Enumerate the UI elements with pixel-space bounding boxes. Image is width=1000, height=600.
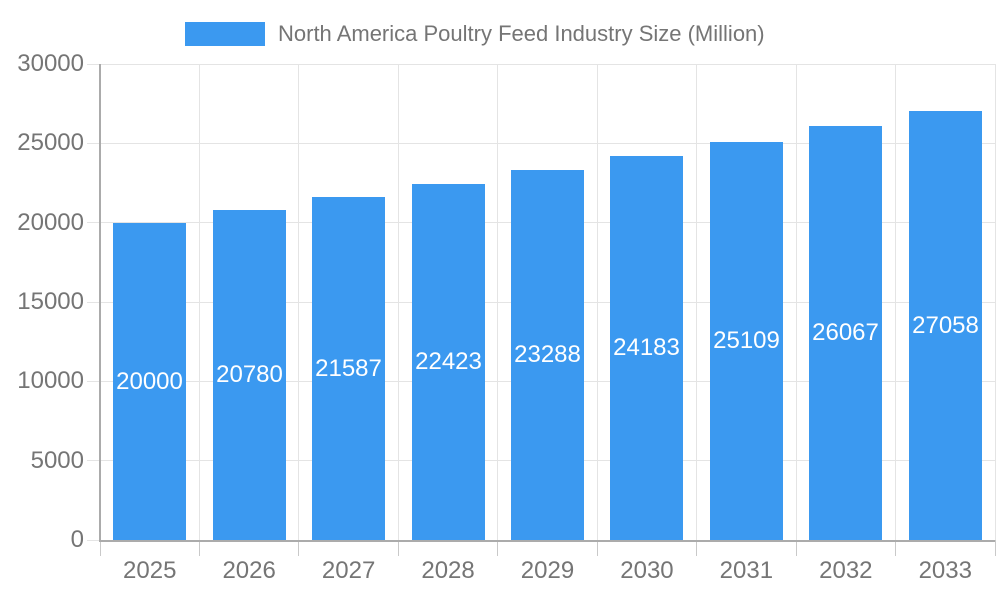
x-gridline [497, 64, 499, 540]
bar-value-label: 24183 [613, 334, 680, 361]
legend-label: North America Poultry Feed Industry Size… [278, 21, 765, 46]
y-axis-line [99, 64, 101, 542]
bar-2030[interactable]: 24183 [610, 156, 683, 540]
y-axis-tick-label: 0 [70, 526, 84, 553]
x-axis-tick [596, 540, 598, 556]
bar-2029[interactable]: 23288 [511, 170, 584, 540]
bar-2031[interactable]: 25109 [710, 142, 783, 540]
x-gridline [298, 64, 300, 540]
plot-area: 0 5000 10000 15000 20000 25000 30000 20000 2025 2… [17, 52, 996, 583]
bar-value-label: 25109 [713, 327, 780, 354]
x-gridline [198, 64, 200, 540]
bar-2033[interactable]: 27058 [909, 111, 982, 540]
y-axis-tick-label: 30000 [17, 50, 84, 77]
bar-2025[interactable]: 20000 [113, 223, 186, 540]
x-axis-tick [99, 540, 101, 556]
y-axis-tick [87, 142, 100, 144]
legend: North America Poultry Feed Industry Size… [185, 22, 765, 46]
x-axis-tick [298, 540, 300, 556]
x-axis-tick-label: 2029 [520, 557, 575, 584]
x-gridline [795, 64, 797, 540]
bar-2026[interactable]: 20780 [213, 210, 286, 540]
x-axis-tick-label: 2028 [421, 557, 475, 584]
x-axis-tick-label: 2032 [819, 557, 873, 584]
x-axis-tick [795, 540, 797, 556]
bar-2032[interactable]: 26067 [809, 126, 882, 540]
x-gridline [994, 64, 996, 540]
x-gridline [696, 64, 698, 540]
bar-2028[interactable]: 22423 [412, 184, 485, 540]
x-axis-tick [198, 540, 200, 556]
y-axis-tick-label: 15000 [17, 288, 84, 315]
x-axis-tick [895, 540, 897, 556]
bar-value-label: 23288 [514, 341, 581, 368]
bar-value-label: 20780 [216, 361, 283, 388]
x-axis-tick [497, 540, 499, 556]
x-gridline [596, 64, 598, 540]
x-axis-tick-label: 2027 [321, 557, 376, 584]
y-axis-tick [87, 460, 100, 462]
bar-value-label: 26067 [812, 319, 879, 346]
x-axis-tick-label: 2026 [222, 557, 276, 584]
y-axis-tick [87, 64, 100, 65]
y-gridline [100, 142, 995, 144]
y-axis-tick-label: 25000 [17, 129, 84, 157]
y-axis-tick [87, 380, 100, 382]
x-axis-tick-label: 2031 [719, 557, 774, 584]
x-axis-tick-label: 2030 [620, 557, 674, 584]
x-axis-tick [397, 540, 399, 556]
x-axis-tick [994, 540, 996, 556]
y-axis-tick-label: 5000 [30, 446, 84, 474]
legend-item[interactable]: North America Poultry Feed Industry Size… [185, 22, 765, 46]
y-axis-tick [87, 222, 100, 224]
y-axis-tick-label: 20000 [17, 208, 84, 236]
bar-value-label: 20000 [116, 367, 183, 395]
legend-swatch-icon [185, 22, 265, 46]
x-axis-line [99, 540, 995, 542]
x-axis-tick-label: 2025 [123, 557, 177, 584]
x-gridline [895, 64, 897, 540]
y-axis-tick-label: 10000 [17, 367, 84, 395]
bar-value-label: 21587 [315, 354, 382, 382]
bar-2027[interactable]: 21587 [312, 197, 385, 540]
x-axis-tick [696, 540, 698, 556]
x-axis-tick-label: 2033 [918, 557, 972, 584]
y-axis-tick [87, 539, 100, 541]
bar-value-label: 27058 [912, 311, 979, 339]
y-gridline [100, 64, 995, 65]
y-axis-tick [87, 301, 100, 303]
x-gridline [397, 64, 399, 540]
bar-value-label: 22423 [415, 348, 482, 375]
